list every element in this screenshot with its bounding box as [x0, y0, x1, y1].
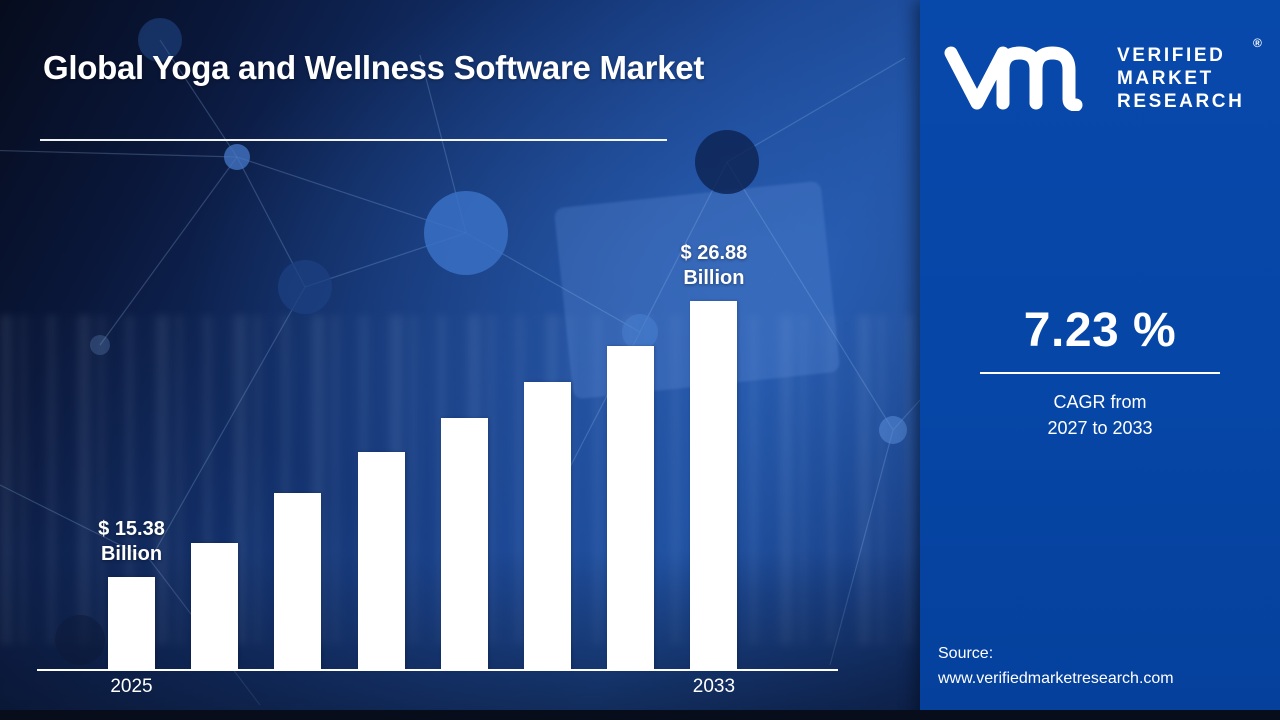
- registered-trademark: ®: [1253, 36, 1262, 50]
- first-bar-unit: Billion: [100, 543, 163, 565]
- bar: [440, 418, 488, 670]
- x-axis-line: [37, 669, 838, 671]
- x-tick-label: 2025: [110, 676, 153, 697]
- source-block: Source: www.verifiedmarketresearch.com: [938, 641, 1174, 691]
- last-bar-unit: Billion: [683, 267, 745, 289]
- brand-word-3: RESEARCH: [1117, 91, 1245, 112]
- source-label: Source:: [938, 645, 994, 662]
- source-url: www.verifiedmarketresearch.com: [938, 670, 1174, 687]
- bar: [690, 301, 738, 670]
- cagr-underline: [980, 372, 1220, 374]
- cagr-caption-line1: CAGR from: [1053, 392, 1147, 412]
- cagr-caption-line2: 2027 to 2033: [1047, 418, 1153, 438]
- bar-chart: 2025 2033 $ 15.38 Billion $ 26.88 Billion: [37, 241, 838, 697]
- bar: [108, 577, 155, 670]
- cagr-block: 7.23 % CAGR from 2027 to 2033: [920, 303, 1280, 441]
- last-bar-value: $ 26.88: [680, 242, 748, 264]
- cagr-caption: CAGR from 2027 to 2033: [920, 389, 1280, 441]
- page-title: Global Yoga and Wellness Software Market: [43, 49, 705, 86]
- bottom-border-strip: [0, 710, 1280, 720]
- first-bar-value-label: $ 15.38 Billion: [98, 517, 165, 567]
- brand-word-1: VERIFIED: [1117, 45, 1226, 66]
- x-tick-label: 2033: [692, 676, 736, 697]
- brand-panel: VERIFIED MARKET RESEARCH ® 7.23 % CAGR f…: [920, 0, 1280, 720]
- bar: [274, 492, 322, 670]
- vmr-monogram-icon: [944, 46, 1083, 111]
- cagr-value: 7.23 %: [1023, 304, 1177, 357]
- bar: [524, 382, 571, 670]
- last-bar-value-label: $ 26.88 Billion: [681, 241, 748, 291]
- bar: [607, 346, 655, 670]
- vmr-logo: VERIFIED MARKET RESEARCH ®: [920, 0, 1280, 140]
- brand-word-2: MARKET: [1117, 68, 1214, 89]
- brand-wordmark: VERIFIED MARKET RESEARCH: [1117, 44, 1244, 113]
- bar: [191, 542, 239, 670]
- bar: [357, 451, 405, 670]
- first-bar-value: $ 15.38: [98, 518, 165, 540]
- title-underline: [40, 139, 667, 141]
